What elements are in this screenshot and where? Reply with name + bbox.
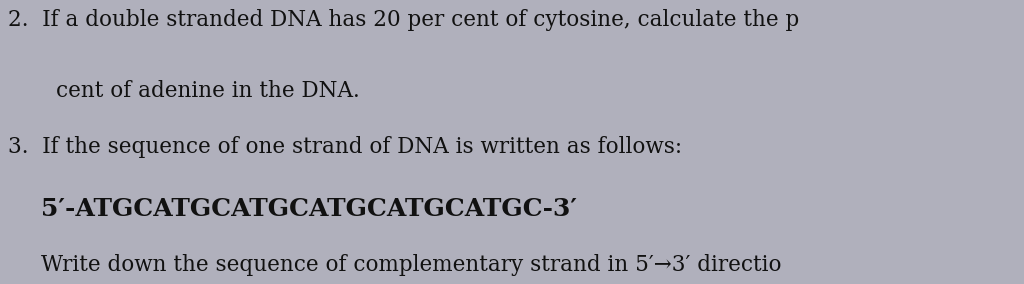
Text: Write down the sequence of complementary strand in 5′→3′ directio: Write down the sequence of complementary…	[41, 254, 781, 276]
Text: cent of adenine in the DNA.: cent of adenine in the DNA.	[56, 80, 360, 101]
Text: 2.  If a double stranded DNA has 20 per cent of cytosine, calculate the p: 2. If a double stranded DNA has 20 per c…	[8, 9, 800, 30]
Text: 3.  If the sequence of one strand of DNA is written as follows:: 3. If the sequence of one strand of DNA …	[8, 136, 682, 158]
Text: 5′-ATGCATGCATGCATGCATGCATGC-3′: 5′-ATGCATGCATGCATGCATGCATGC-3′	[41, 197, 577, 222]
